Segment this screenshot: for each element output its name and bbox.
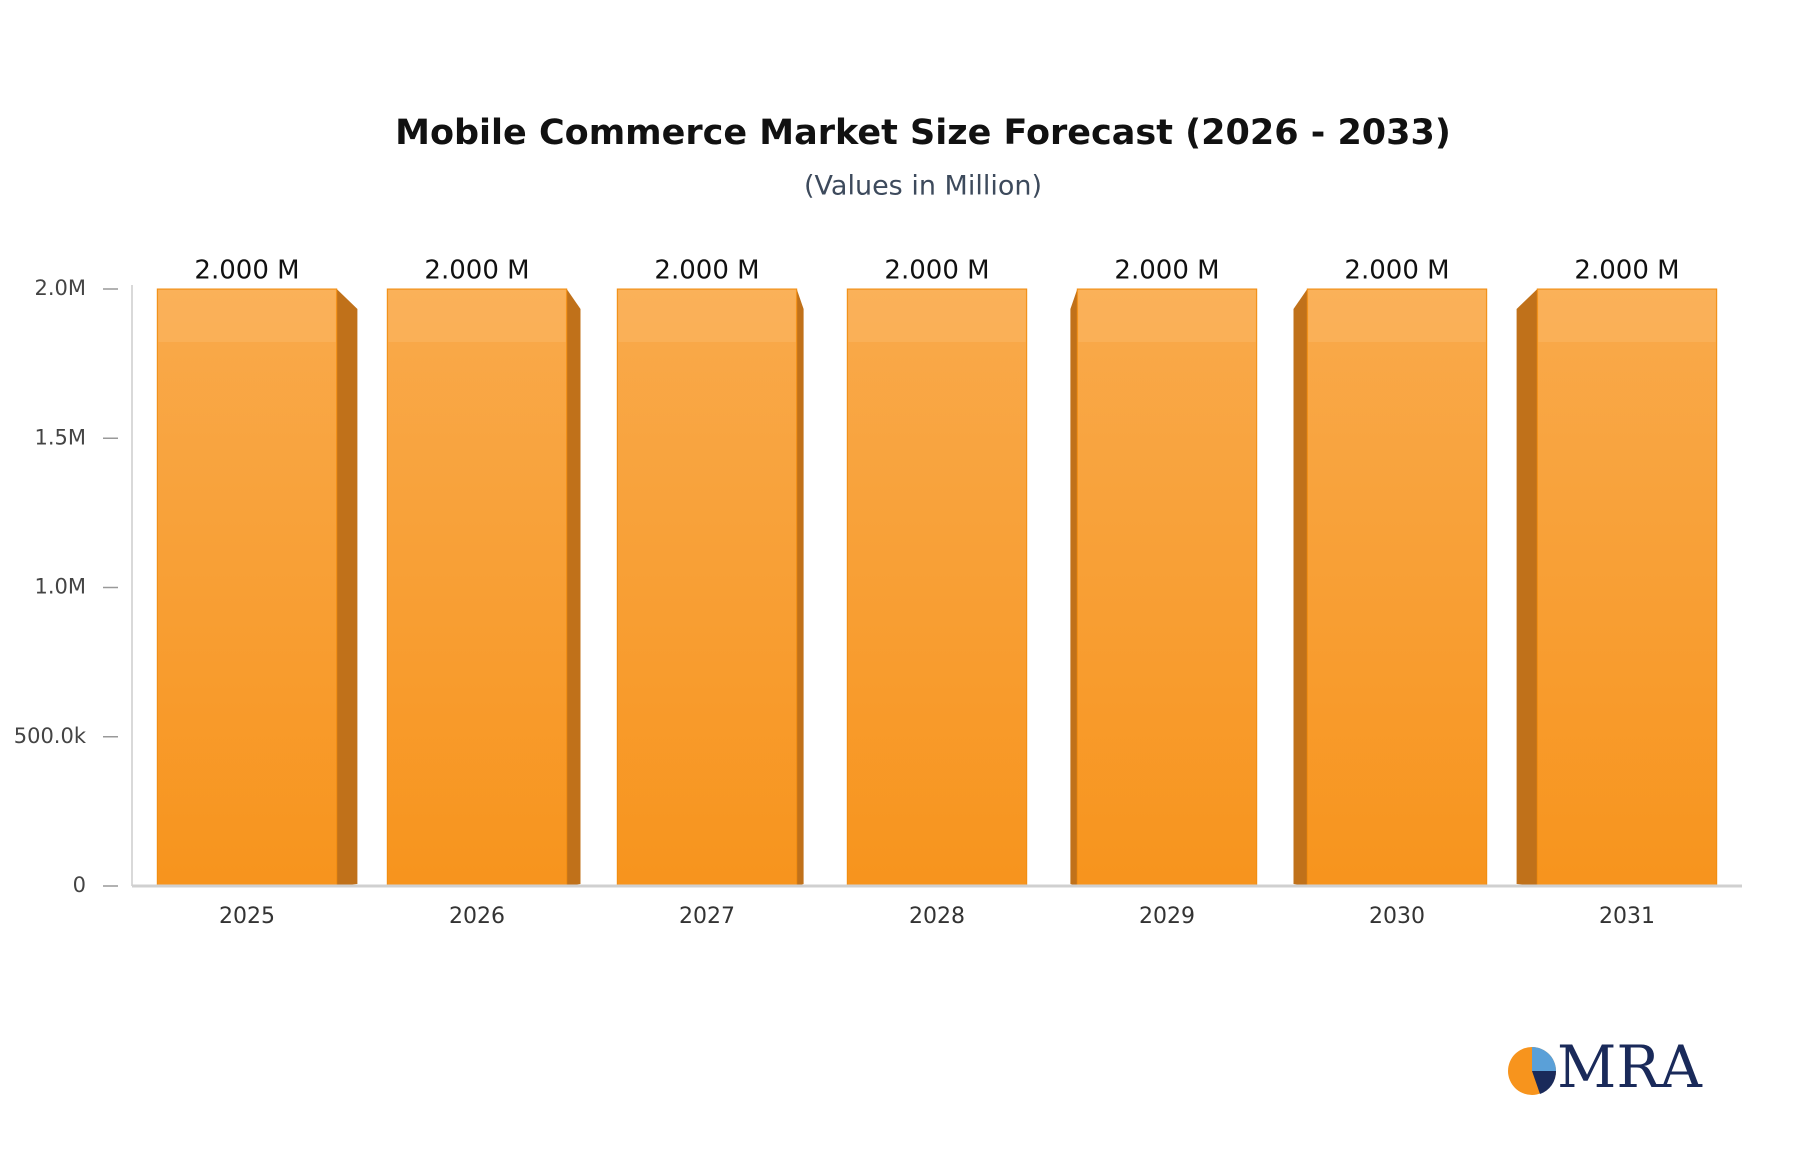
y-tick-label: 1.0M xyxy=(34,575,86,599)
bar xyxy=(386,288,568,887)
y-tick-label: 1.5M xyxy=(34,425,86,449)
bar xyxy=(846,288,1028,887)
bar-side xyxy=(1070,289,1078,886)
value-label: 2.000 M xyxy=(654,256,759,286)
value-label: 2.000 M xyxy=(1574,256,1679,286)
bar xyxy=(1306,288,1488,887)
bar-side xyxy=(336,289,358,886)
y-tick-label: 500.0k xyxy=(14,724,87,748)
x-tick-label: 2030 xyxy=(1369,904,1425,929)
x-tick-label: 2031 xyxy=(1599,904,1655,929)
y-tick-label: 2.0M xyxy=(34,276,86,300)
logo-icon-slice xyxy=(1532,1071,1557,1094)
bar-top-texture xyxy=(1078,290,1256,342)
bar xyxy=(1076,288,1258,887)
bar-top-texture xyxy=(848,290,1026,342)
bar-top-texture xyxy=(618,290,796,342)
x-tick-label: 2026 xyxy=(449,904,505,929)
value-label: 2.000 M xyxy=(1114,256,1219,286)
bar-side xyxy=(1516,289,1538,886)
bar-top-texture xyxy=(388,290,566,342)
bar-top-texture xyxy=(1308,290,1486,342)
x-tick-label: 2027 xyxy=(679,904,735,929)
bar-side xyxy=(566,289,581,886)
bar xyxy=(1536,288,1718,887)
logo-text: MRA xyxy=(1557,1033,1703,1101)
chart-subtitle: (Values in Million) xyxy=(804,171,1042,202)
x-tick-label: 2025 xyxy=(219,904,275,929)
bar-side xyxy=(1293,289,1308,886)
logo-icon-slice xyxy=(1532,1047,1556,1071)
x-tick-label: 2029 xyxy=(1139,904,1195,929)
bar xyxy=(616,288,798,887)
value-label: 2.000 M xyxy=(424,256,529,286)
bar xyxy=(156,288,338,887)
bar-top-texture xyxy=(158,290,336,342)
chart-title: Mobile Commerce Market Size Forecast (20… xyxy=(395,113,1451,153)
value-label: 2.000 M xyxy=(884,256,989,286)
value-label: 2.000 M xyxy=(194,256,299,286)
x-tick-label: 2028 xyxy=(909,904,965,929)
bar-side xyxy=(796,289,804,886)
value-label: 2.000 M xyxy=(1344,256,1449,286)
bar-top-texture xyxy=(1538,290,1716,342)
y-tick-label: 0 xyxy=(73,873,86,897)
